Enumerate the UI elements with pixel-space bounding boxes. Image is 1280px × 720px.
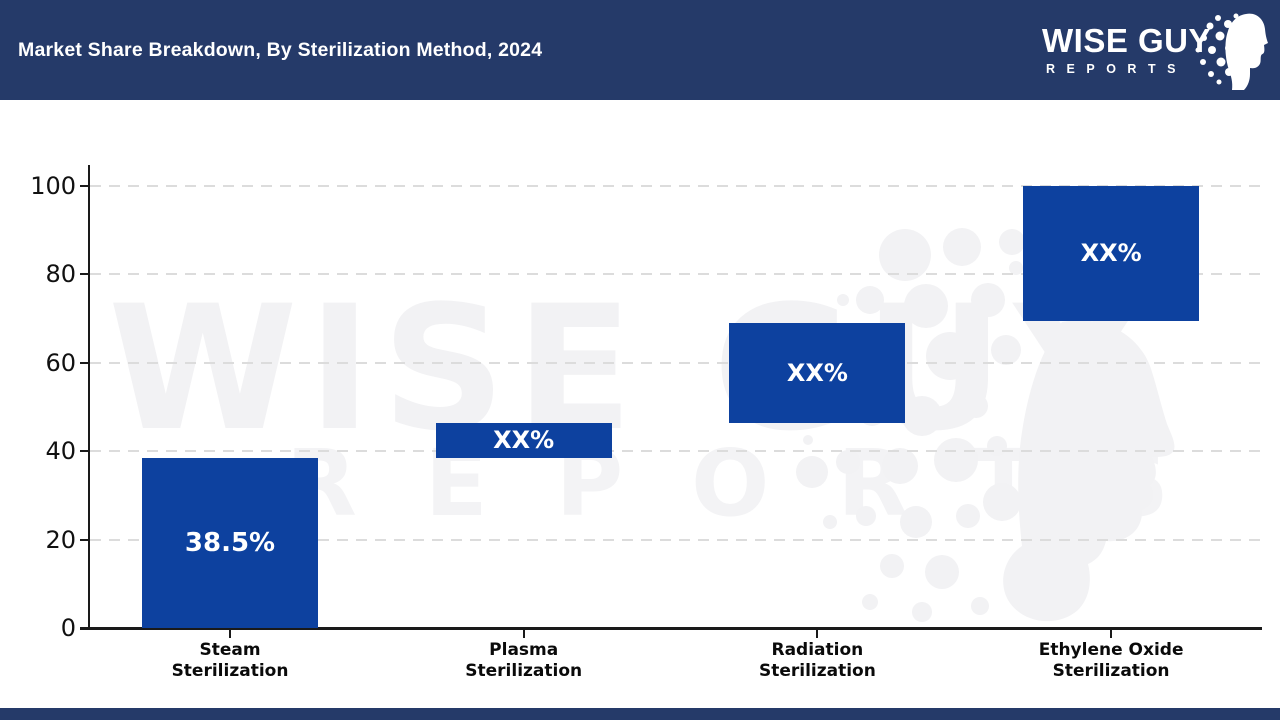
brand-logo-text: WISE GUY REPORTS (1042, 22, 1211, 76)
y-axis-tick (80, 538, 89, 541)
x-category-label-line: Sterilization (171, 661, 289, 681)
grid-line (90, 450, 1262, 453)
brand-face-icon (1195, 13, 1268, 90)
bar-value-label: 38.5% (184, 527, 276, 558)
y-axis-tick (80, 361, 89, 364)
grid-line (90, 538, 1262, 541)
y-axis-line (88, 165, 90, 629)
brand-logo: WISE GUY REPORTS (1012, 10, 1268, 90)
y-axis-tick (80, 450, 89, 453)
bar-segment: XX% (729, 323, 906, 423)
x-category-label: Steam Sterilization (110, 640, 350, 682)
bar-segment: XX% (435, 422, 612, 458)
x-category-label: Ethylene Oxide Sterilization (991, 640, 1231, 682)
x-category-label: Radiation Sterilization (697, 640, 937, 682)
x-category-label-line: Sterilization (1052, 661, 1170, 681)
y-tick-label: 0 (60, 614, 76, 642)
x-category-label-line: Ethylene Oxide (1038, 640, 1184, 660)
x-category-label-line: Steam (199, 640, 261, 660)
y-axis-tick (80, 627, 89, 629)
y-tick-label: 60 (45, 348, 76, 377)
x-axis-tick (229, 630, 231, 638)
bar-value-label: XX% (786, 358, 848, 387)
y-tick-label: 100 (30, 172, 76, 200)
bar-segment: XX% (1023, 186, 1200, 321)
grid-line (90, 361, 1262, 364)
y-axis-tick (80, 273, 89, 276)
brand-logo-name: WISE GUY (1042, 22, 1212, 59)
x-axis-tick (1110, 630, 1113, 638)
x-axis-tick (522, 630, 525, 638)
y-tick-label: 80 (45, 260, 76, 289)
grid-line (90, 185, 1262, 187)
header-band: Market Share Breakdown, By Sterilization… (0, 0, 1280, 100)
x-axis-line (80, 627, 1262, 630)
x-category-label: Plasma Sterilization (404, 640, 644, 682)
bar-value-label: XX% (1080, 239, 1142, 268)
y-tick-label: 20 (45, 525, 76, 554)
x-category-label-line: Sterilization (758, 661, 876, 681)
bar-segment: 38.5% (142, 457, 318, 628)
y-tick-label: 40 (45, 437, 76, 466)
brand-logo-tagline: REPORTS (1046, 62, 1187, 76)
footer-band (0, 708, 1280, 720)
y-axis-tick (80, 185, 89, 187)
x-category-label-line: Plasma (489, 640, 559, 660)
x-category-label-line: Radiation (771, 640, 864, 660)
grid-line (90, 273, 1262, 276)
chart-title: Market Share Breakdown, By Sterilization… (18, 38, 543, 61)
bar-value-label: XX% (493, 426, 555, 455)
x-axis-tick (816, 630, 819, 638)
x-category-label-line: Sterilization (465, 661, 583, 681)
